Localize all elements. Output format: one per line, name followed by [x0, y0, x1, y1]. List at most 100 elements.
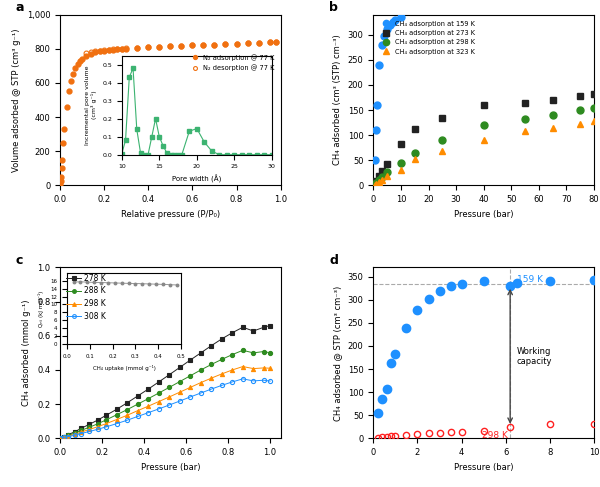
159 K: [513, 280, 520, 285]
278 K: [250, 328, 257, 334]
278 K: [61, 433, 68, 439]
159 K: [403, 325, 410, 331]
278 K: [94, 417, 101, 423]
278 K: [166, 372, 173, 378]
CH₄ adsorption at 298 K: [480, 122, 487, 128]
CH₄ adsorption at 273 K: [549, 97, 556, 103]
308 K: [113, 421, 121, 427]
CH₄ adsorption at 298 K: [383, 169, 391, 175]
298 K: [86, 427, 93, 432]
288 K: [77, 428, 85, 433]
N₂ adsorption @ 77 K: [222, 41, 229, 47]
N₂ desorption @ 77 K: [233, 41, 240, 47]
CH₄ adsorption at 298 K: [375, 177, 382, 183]
288 K: [187, 373, 194, 379]
159 K: [436, 288, 443, 294]
Line: 278 K: 278 K: [58, 323, 272, 440]
298 K: [145, 403, 152, 409]
288 K: [56, 435, 64, 441]
298 K: [113, 416, 121, 422]
CH₄ adsorption at 323 K: [375, 179, 382, 185]
N₂ adsorption @ 77 K: [79, 56, 86, 62]
N₂ adsorption @ 77 K: [122, 46, 130, 52]
288 K: [113, 412, 121, 418]
288 K: [65, 432, 72, 438]
N₂ desorption @ 77 K: [122, 45, 130, 51]
CH₄ adsorption at 159 K: [375, 62, 382, 68]
308 K: [218, 382, 226, 388]
298 K: [480, 428, 487, 434]
288 K: [145, 396, 152, 402]
N₂ desorption @ 77 K: [134, 45, 141, 51]
N₂ adsorption @ 77 K: [83, 53, 90, 58]
CH₄ adsorption at 323 K: [397, 168, 404, 173]
CH₄ adsorption at 298 K: [397, 160, 404, 166]
298 K: [208, 375, 215, 381]
278 K: [77, 426, 85, 431]
CH₄ adsorption at 273 K: [371, 181, 379, 187]
Line: CH₄ adsorption at 298 K: CH₄ adsorption at 298 K: [371, 104, 598, 188]
278 K: [187, 357, 194, 363]
288 K: [266, 350, 274, 356]
288 K: [86, 424, 93, 430]
308 K: [250, 378, 257, 384]
N₂ desorption @ 77 K: [222, 41, 229, 47]
298 K: [229, 367, 236, 373]
X-axis label: Pressure (bar): Pressure (bar): [454, 210, 514, 219]
288 K: [134, 401, 142, 407]
308 K: [239, 376, 247, 382]
298 K: [71, 431, 79, 437]
298 K: [218, 371, 226, 377]
N₂ adsorption @ 77 K: [114, 46, 121, 52]
N₂ desorption @ 77 K: [244, 40, 251, 46]
278 K: [65, 431, 72, 437]
278 K: [176, 364, 184, 370]
298 K: [166, 394, 173, 400]
298 K: [155, 399, 163, 405]
N₂ desorption @ 77 K: [155, 44, 163, 50]
288 K: [218, 356, 226, 362]
N₂ desorption @ 77 K: [167, 43, 174, 49]
298 K: [546, 421, 553, 427]
308 K: [86, 429, 93, 434]
298 K: [447, 430, 454, 435]
308 K: [145, 410, 152, 415]
N₂ desorption @ 77 K: [200, 42, 207, 48]
Line: 159 K: 159 K: [374, 276, 598, 417]
288 K: [250, 350, 257, 356]
298 K: [379, 434, 386, 440]
N₂ desorption @ 77 K: [255, 40, 262, 46]
288 K: [103, 417, 110, 423]
278 K: [145, 386, 152, 392]
278 K: [134, 393, 142, 399]
CH₄ adsorption at 273 K: [375, 173, 382, 179]
Line: 298 K: 298 K: [58, 364, 272, 440]
278 K: [229, 330, 236, 336]
288 K: [260, 349, 268, 355]
288 K: [94, 421, 101, 427]
CH₄ adsorption at 159 K: [389, 19, 396, 24]
N₂ adsorption @ 77 K: [109, 47, 116, 53]
CH₄ adsorption at 159 K: [383, 26, 391, 32]
N₂ desorption @ 77 K: [96, 48, 103, 54]
N₂ desorption @ 77 K: [109, 47, 116, 53]
288 K: [155, 390, 163, 396]
Line: CH₄ adsorption at 273 K: CH₄ adsorption at 273 K: [371, 91, 597, 187]
278 K: [208, 343, 215, 349]
Line: 308 K: 308 K: [58, 377, 272, 440]
298 K: [458, 429, 465, 435]
308 K: [266, 378, 274, 384]
159 K: [447, 283, 454, 289]
N₂ desorption @ 77 K: [114, 46, 121, 52]
X-axis label: Pressure (bar): Pressure (bar): [140, 463, 200, 471]
Line: CH₄ adsorption at 159 K: CH₄ adsorption at 159 K: [370, 14, 404, 187]
N₂ adsorption @ 77 K: [57, 178, 64, 184]
159 K: [480, 279, 487, 284]
X-axis label: Pressure (bar): Pressure (bar): [454, 463, 514, 471]
CH₄ adsorption at 273 K: [480, 102, 487, 108]
Line: 288 K: 288 K: [58, 348, 272, 440]
N₂ adsorption @ 77 K: [58, 174, 65, 180]
CH₄ adsorption at 298 K: [577, 107, 584, 113]
CH₄ adsorption at 323 K: [590, 118, 598, 124]
308 K: [94, 426, 101, 432]
